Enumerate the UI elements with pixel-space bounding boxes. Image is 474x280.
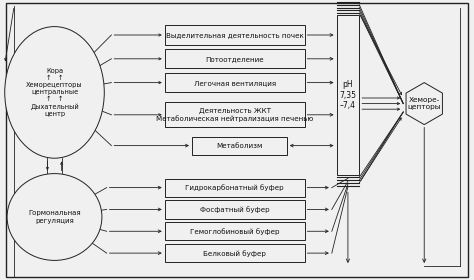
Polygon shape [337,15,359,175]
Text: Фосфатный буфер: Фосфатный буфер [200,206,269,213]
Polygon shape [165,200,304,219]
Polygon shape [165,49,304,68]
Polygon shape [165,179,304,197]
Text: Гормональная
регуляция: Гормональная регуляция [28,211,81,223]
Polygon shape [165,25,304,45]
Polygon shape [165,222,304,240]
Text: Хеморе-
цепторы: Хеморе- цепторы [408,97,441,110]
Text: Гемоглобиновый буфер: Гемоглобиновый буфер [190,228,279,235]
Polygon shape [165,244,304,262]
Text: Деятельность ЖКТ
Метаболическая нейтрализация печенью: Деятельность ЖКТ Метаболическая нейтрали… [156,108,313,122]
Text: Белковый буфер: Белковый буфер [203,250,266,256]
Text: Метаболизм: Метаболизм [216,143,263,149]
Ellipse shape [5,27,104,158]
Text: pH
7,35
–7,4: pH 7,35 –7,4 [339,80,356,110]
Text: Легочная вентиляция: Легочная вентиляция [193,80,276,86]
Text: Выделительная деятельность почек: Выделительная деятельность почек [166,32,303,38]
Text: Потоотделение: Потоотделение [205,56,264,62]
Polygon shape [165,73,304,92]
Ellipse shape [7,174,102,260]
Text: Гидрокарбонатный буфер: Гидрокарбонатный буфер [185,184,284,191]
Text: Кора
↑   ↑
Хеморецепторы
центральные
↑   ↑
Дыхательный
центр: Кора ↑ ↑ Хеморецепторы центральные ↑ ↑ Д… [26,68,83,117]
Polygon shape [165,102,304,127]
Polygon shape [406,83,442,125]
Polygon shape [192,137,287,155]
